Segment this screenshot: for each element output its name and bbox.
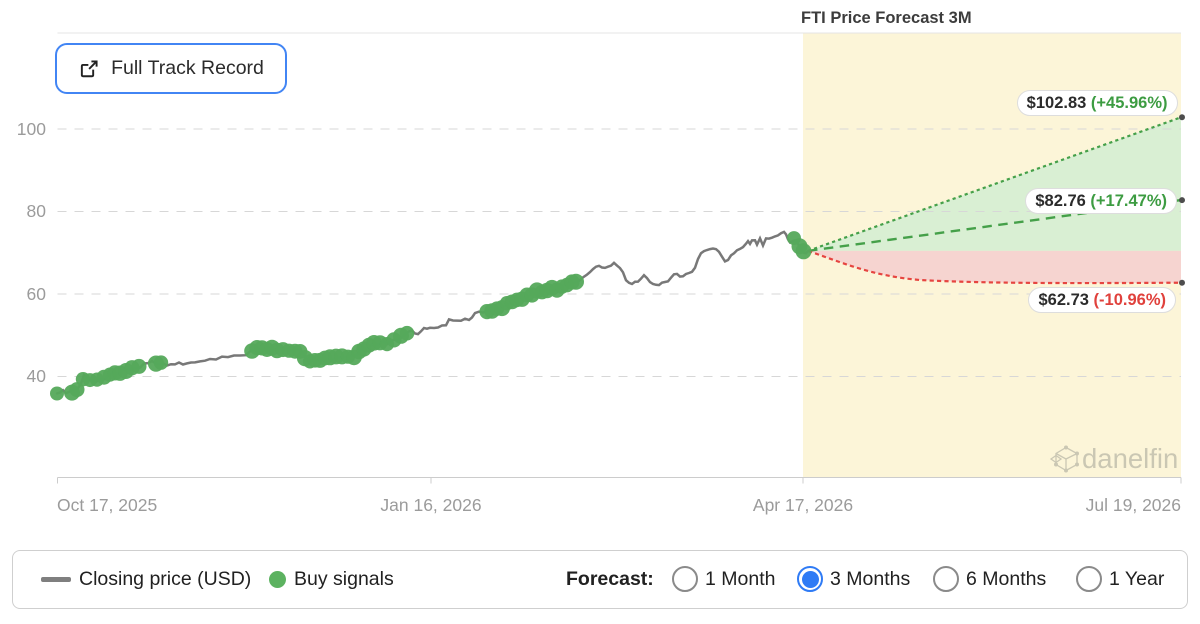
svg-text:danelfin: danelfin bbox=[1082, 443, 1178, 474]
